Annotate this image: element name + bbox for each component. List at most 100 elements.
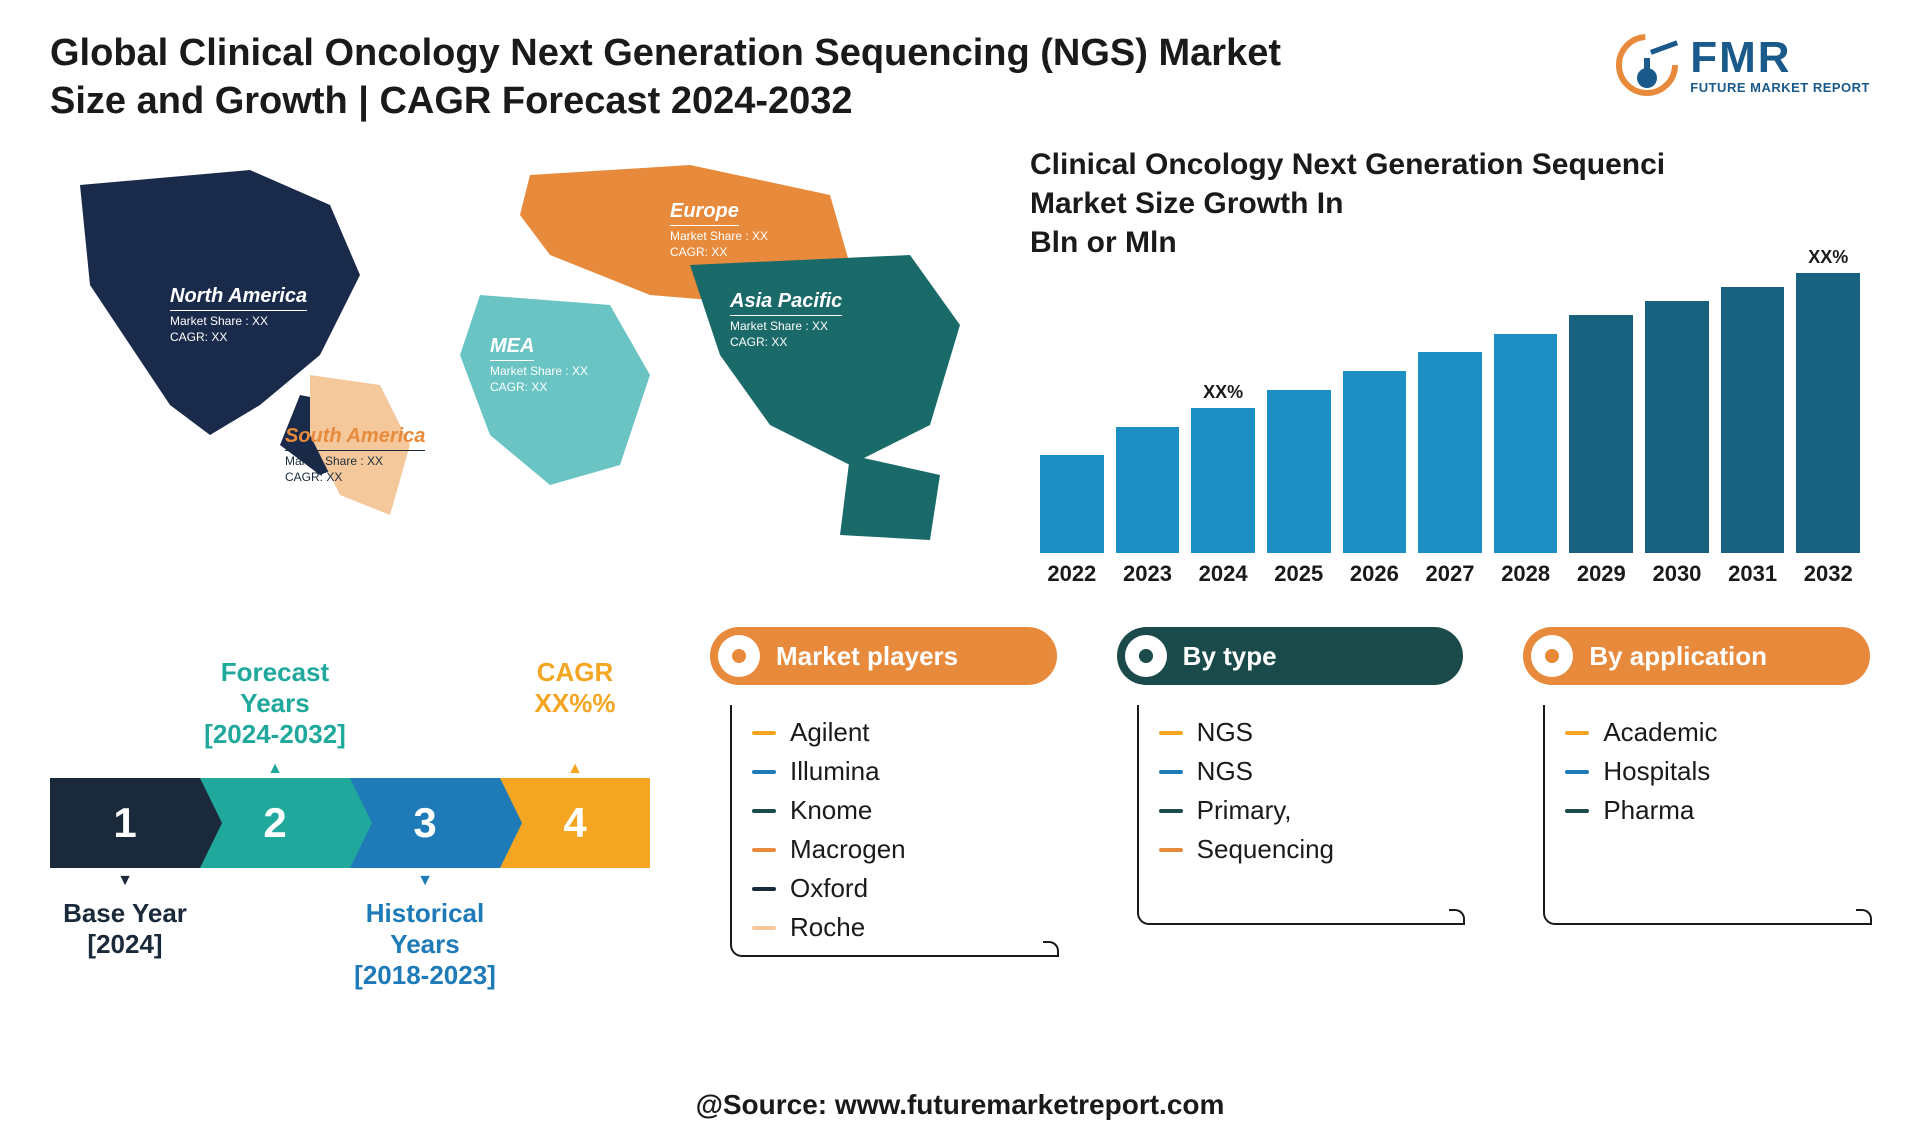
bar-wrap bbox=[1040, 429, 1104, 553]
region-name: MEA bbox=[490, 335, 534, 361]
bar-year: 2026 bbox=[1350, 561, 1399, 587]
tick-icon bbox=[752, 926, 776, 930]
arrow-down-icon: ▼ bbox=[350, 872, 500, 890]
bar-wrap bbox=[1645, 275, 1709, 553]
chart-title: Clinical Oncology Next Generation Sequen… bbox=[1030, 145, 1870, 262]
pill-item: Pharma bbox=[1565, 791, 1870, 830]
tick-icon bbox=[752, 770, 776, 774]
logo-sub: FUTURE MARKET REPORT bbox=[1690, 80, 1870, 95]
pill-item: Roche bbox=[752, 908, 1057, 947]
bar-wrap bbox=[1494, 308, 1558, 553]
tick-icon bbox=[752, 809, 776, 813]
logo-icon bbox=[1612, 30, 1682, 100]
arrow-down-icon: ▼ bbox=[50, 872, 200, 890]
pill-column: Market players Agilent Illumina Knome Ma… bbox=[710, 627, 1057, 957]
pill-header: By application bbox=[1523, 627, 1870, 685]
bar-year: 2024 bbox=[1199, 561, 1248, 587]
forecast-l2: [2024-2032] bbox=[200, 719, 350, 750]
pill-item-text: Illumina bbox=[790, 756, 880, 787]
bar-wrap bbox=[1418, 326, 1482, 553]
base-l2: [2024] bbox=[50, 929, 200, 960]
timeline-labels-top: Forecast Years [2024-2032] CAGR XX%% bbox=[50, 657, 650, 750]
bar bbox=[1191, 408, 1255, 553]
timeline-seg-4: 4 bbox=[500, 778, 650, 868]
bar-column: XX% 2024 bbox=[1191, 382, 1255, 587]
region-cagr: CAGR: XX bbox=[285, 470, 425, 486]
bar-year: 2025 bbox=[1274, 561, 1323, 587]
bar-year: 2027 bbox=[1426, 561, 1475, 587]
timeline-labels-bot: Base Year [2024] Historical Years [2018-… bbox=[50, 898, 650, 991]
historical-label: Historical Years [2018-2023] bbox=[350, 898, 500, 991]
pill-item-text: NGS bbox=[1197, 756, 1253, 787]
bar-column: 2029 bbox=[1569, 289, 1633, 587]
bar-column: 2028 bbox=[1494, 308, 1558, 587]
bar-wrap bbox=[1267, 364, 1331, 553]
pill-item-text: Macrogen bbox=[790, 834, 906, 865]
cagr-label: CAGR XX%% bbox=[500, 657, 650, 750]
pill-item: Academic bbox=[1565, 713, 1870, 752]
region-name: North America bbox=[170, 285, 307, 311]
bar-year: 2029 bbox=[1577, 561, 1626, 587]
bar-column: 2026 bbox=[1343, 345, 1407, 587]
bar-year: 2022 bbox=[1047, 561, 1096, 587]
tick-icon bbox=[1159, 848, 1183, 852]
pill-bracket: Agilent Illumina Knome Macrogen Oxford R… bbox=[730, 705, 1057, 957]
bar bbox=[1116, 427, 1180, 553]
bar bbox=[1796, 273, 1860, 553]
bar-column: 2030 bbox=[1645, 275, 1709, 587]
region-cagr: CAGR: XX bbox=[490, 380, 588, 396]
pill-item-text: NGS bbox=[1197, 717, 1253, 748]
bar-column: 2023 bbox=[1116, 401, 1180, 587]
pill-item: Macrogen bbox=[752, 830, 1057, 869]
pill-column: By type NGS NGS Primary, Sequencing bbox=[1117, 627, 1464, 957]
header: Global Clinical Oncology Next Generation… bbox=[50, 30, 1870, 125]
pill-bracket: Academic Hospitals Pharma bbox=[1543, 705, 1870, 925]
bar-chart: Clinical Oncology Next Generation Sequen… bbox=[1030, 145, 1870, 587]
region-share: Market Share : XX bbox=[730, 319, 842, 335]
timeline-arrows-bot: ▼▼ bbox=[50, 872, 650, 890]
timeline-arrows-top: ▲▲ bbox=[50, 760, 650, 778]
map-label-na: North America Market Share : XX CAGR: XX bbox=[170, 285, 307, 345]
region-share: Market Share : XX bbox=[285, 454, 425, 470]
tick-icon bbox=[752, 887, 776, 891]
region-share: Market Share : XX bbox=[170, 314, 307, 330]
bar bbox=[1494, 334, 1558, 553]
bar-column: 2022 bbox=[1040, 429, 1104, 587]
region-share: Market Share : XX bbox=[670, 229, 768, 245]
pill-item: Sequencing bbox=[1159, 830, 1464, 869]
arrow-up-icon: ▲ bbox=[500, 760, 650, 778]
pill-header: Market players bbox=[710, 627, 1057, 685]
bar bbox=[1267, 390, 1331, 553]
bar-wrap bbox=[1116, 401, 1180, 553]
bar-wrap bbox=[1569, 289, 1633, 553]
pill-item: Illumina bbox=[752, 752, 1057, 791]
region-cagr: CAGR: XX bbox=[670, 245, 768, 261]
region-name: South America bbox=[285, 425, 425, 451]
tick-icon bbox=[1159, 770, 1183, 774]
tick-icon bbox=[1159, 809, 1183, 813]
bar-column: XX% 2032 bbox=[1796, 247, 1860, 587]
pill-dot-icon bbox=[1531, 635, 1573, 677]
timeline-seg-1: 1 bbox=[50, 778, 200, 868]
pill-item-text: Knome bbox=[790, 795, 872, 826]
bar bbox=[1569, 315, 1633, 553]
bar-wrap bbox=[1721, 261, 1785, 553]
forecast-l1: Forecast Years bbox=[200, 657, 350, 719]
region-name: Asia Pacific bbox=[730, 290, 842, 316]
bar bbox=[1040, 455, 1104, 553]
pill-item-text: Roche bbox=[790, 912, 865, 943]
pill-dot-icon bbox=[1125, 635, 1167, 677]
cagr-l1: CAGR bbox=[500, 657, 650, 688]
bar-year: 2028 bbox=[1501, 561, 1550, 587]
map-label-eu: Europe Market Share : XX CAGR: XX bbox=[670, 200, 768, 260]
page-title: Global Clinical Oncology Next Generation… bbox=[50, 30, 1350, 125]
pill-title: By application bbox=[1589, 641, 1767, 672]
chart-title-l2: Market Size Growth In bbox=[1030, 184, 1870, 223]
tick-icon bbox=[1565, 809, 1589, 813]
timeline-seg-3: 3 bbox=[350, 778, 500, 868]
tick-icon bbox=[752, 848, 776, 852]
base-l1: Base Year bbox=[50, 898, 200, 929]
upper-section: North America Market Share : XX CAGR: XX… bbox=[50, 145, 1870, 587]
bar-year: 2023 bbox=[1123, 561, 1172, 587]
bar bbox=[1343, 371, 1407, 553]
